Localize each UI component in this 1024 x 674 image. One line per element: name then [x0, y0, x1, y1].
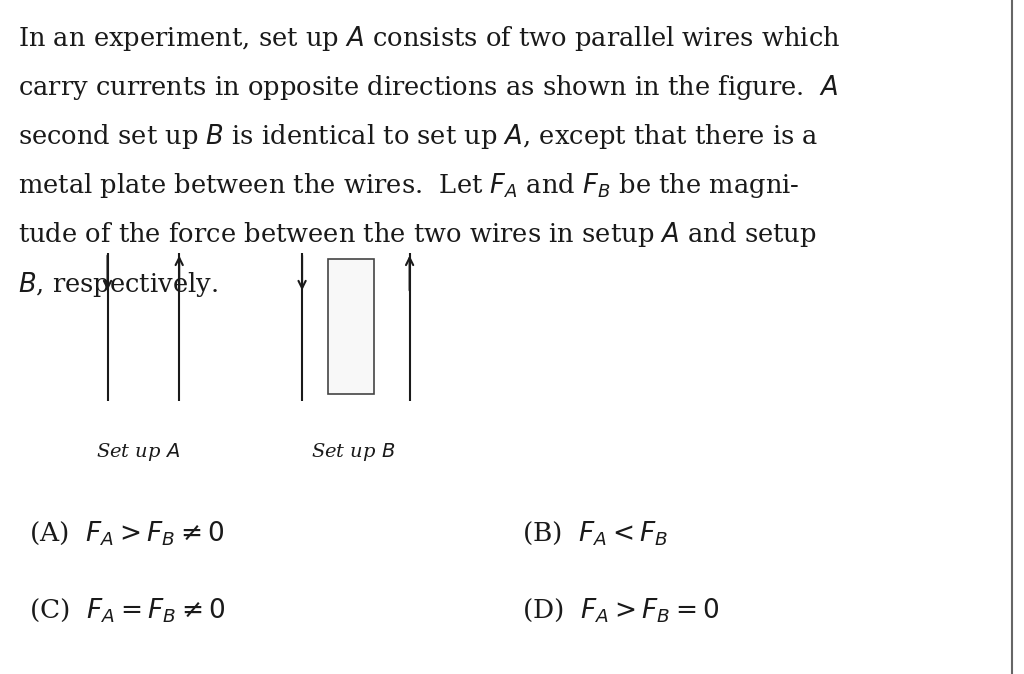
Bar [328, 259, 374, 394]
Text: second set up $B$ is identical to set up $A$, except that there is a: second set up $B$ is identical to set up… [18, 122, 818, 151]
Text: metal plate between the wires.  Let $F_A$ and $F_B$ be the magni-: metal plate between the wires. Let $F_A$… [18, 171, 800, 200]
Text: In an experiment, set up $A$ consists of two parallel wires which: In an experiment, set up $A$ consists of… [18, 24, 841, 53]
Text: (D)  $F_A > F_B = 0$: (D) $F_A > F_B = 0$ [522, 596, 720, 625]
Text: Set up $B$: Set up $B$ [311, 441, 395, 464]
Text: (B)  $F_A < F_B$: (B) $F_A < F_B$ [522, 519, 669, 547]
Text: (C)  $F_A = F_B \neq 0$: (C) $F_A = F_B \neq 0$ [29, 596, 225, 625]
Text: Set up $A$: Set up $A$ [96, 441, 180, 464]
Text: $B$, respectively.: $B$, respectively. [18, 270, 218, 299]
Text: (A)  $F_A > F_B \neq 0$: (A) $F_A > F_B \neq 0$ [29, 519, 224, 547]
Text: carry currents in opposite directions as shown in the figure.  $A$: carry currents in opposite directions as… [18, 73, 839, 102]
Text: tude of the force between the two wires in setup $A$ and setup: tude of the force between the two wires … [18, 220, 817, 249]
